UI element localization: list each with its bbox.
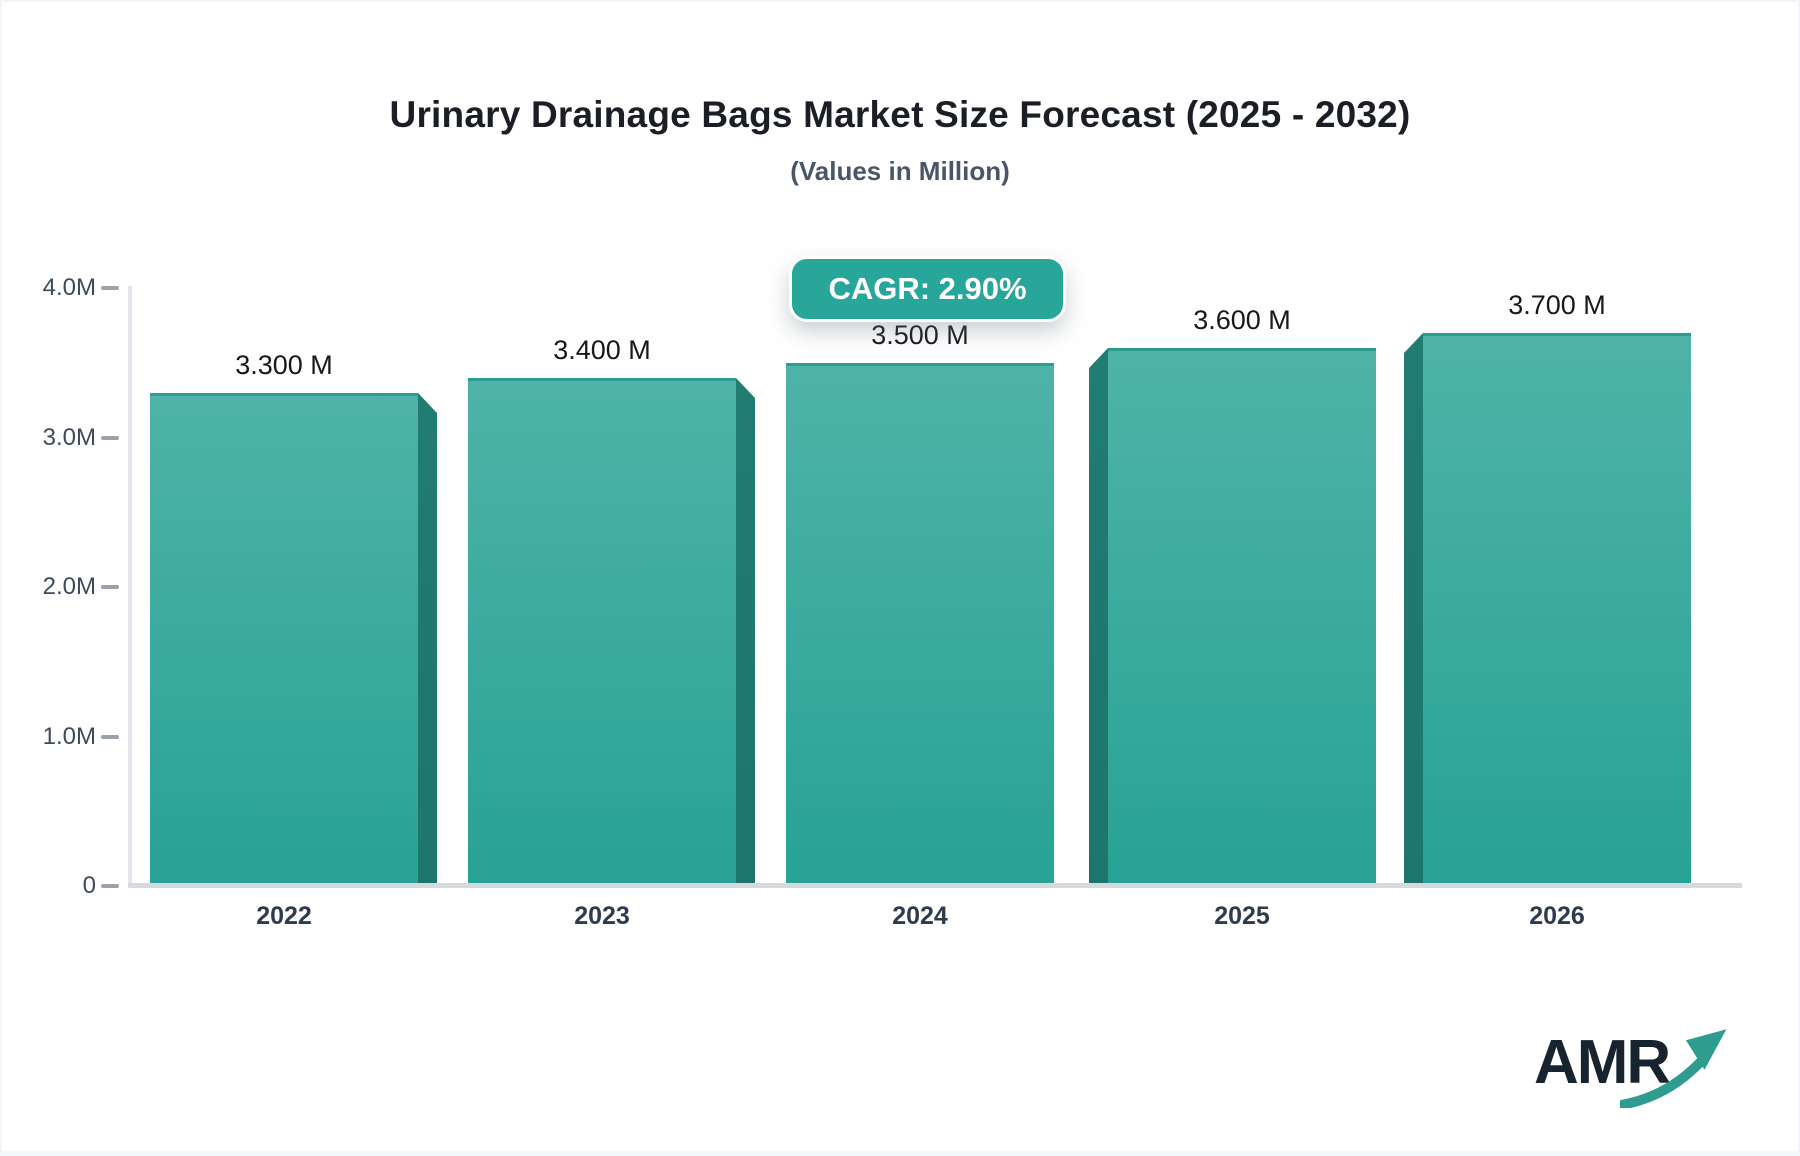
bar-3d-side — [1404, 333, 1423, 886]
bar-3d-side — [1089, 348, 1108, 886]
x-axis-category-label: 2022 — [256, 902, 312, 930]
bar-2026 — [1423, 333, 1691, 886]
chart-title: Urinary Drainage Bags Market Size Foreca… — [389, 94, 1411, 135]
amr-logo-text: AMR — [1534, 1028, 1671, 1097]
y-axis-tick-mark — [101, 435, 119, 440]
chart-subtitle: (Values in Million) — [790, 156, 1010, 186]
bar-3d-side — [736, 378, 755, 886]
y-axis-line — [128, 286, 132, 886]
x-axis-category-label: 2026 — [1529, 902, 1585, 930]
y-axis-tick-mark — [101, 585, 119, 589]
bar-value-label: 3.500 M — [871, 320, 969, 350]
bar-value-label: 3.400 M — [553, 335, 651, 365]
x-axis-category-label: 2024 — [892, 902, 948, 930]
y-axis-tick-label: 4.0M — [42, 274, 96, 301]
bar-2025 — [1108, 348, 1376, 886]
bar-2024 — [786, 363, 1054, 886]
x-axis-category-label: 2025 — [1214, 902, 1270, 930]
y-axis-tick-label: 0 — [82, 872, 96, 899]
x-axis-baseline — [128, 883, 1742, 888]
cagr-badge: CAGR: 2.90% — [789, 256, 1066, 322]
y-axis-tick-label: 1.0M — [42, 722, 96, 750]
x-axis-category-label: 2023 — [574, 902, 630, 930]
y-axis-tick-mark — [101, 884, 119, 888]
trend-up-arrow-icon — [1620, 1029, 1727, 1108]
y-axis-tick-mark — [101, 286, 119, 290]
y-axis-tick-mark — [101, 734, 119, 739]
y-axis-tick-label: 3.0M — [42, 423, 96, 451]
bar-2023 — [468, 378, 736, 886]
bar-value-label: 3.700 M — [1508, 290, 1606, 320]
bar-value-label: 3.300 M — [235, 350, 333, 380]
bar-2022 — [150, 393, 418, 886]
bar-value-label: 3.600 M — [1193, 305, 1291, 335]
amr-logo: AMR — [1528, 1024, 1748, 1124]
y-axis-tick-label: 2.0M — [42, 573, 96, 600]
bar-3d-side — [418, 393, 437, 886]
